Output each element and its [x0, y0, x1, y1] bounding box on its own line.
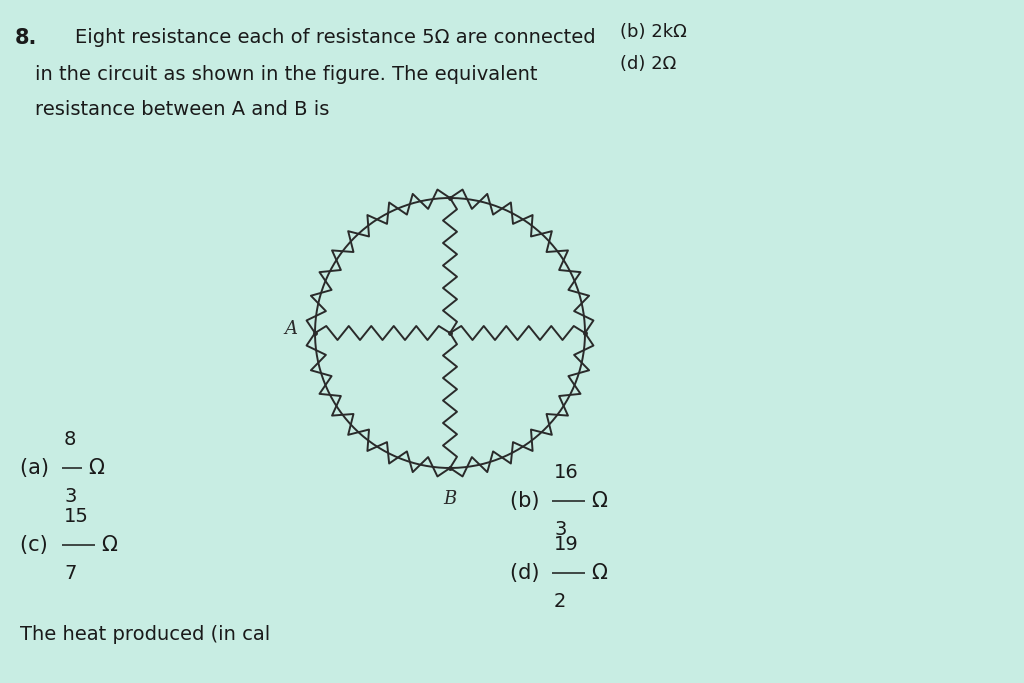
Text: Ω: Ω: [591, 563, 607, 583]
Text: 7: 7: [63, 564, 77, 583]
Text: 2: 2: [554, 592, 566, 611]
Text: A: A: [284, 320, 297, 338]
Text: (b): (b): [510, 491, 546, 511]
Text: 8: 8: [63, 430, 77, 449]
Text: 15: 15: [63, 507, 89, 526]
Text: Ω: Ω: [591, 491, 607, 511]
Text: (b) 2kΩ: (b) 2kΩ: [620, 23, 687, 41]
Text: 19: 19: [554, 535, 579, 554]
Text: 3: 3: [63, 487, 77, 506]
Text: 8.: 8.: [15, 28, 37, 48]
Text: (d): (d): [510, 563, 546, 583]
Text: 16: 16: [554, 463, 579, 482]
Text: B: B: [443, 490, 457, 508]
Text: Ω: Ω: [88, 458, 103, 478]
Text: Eight resistance each of resistance 5Ω are connected: Eight resistance each of resistance 5Ω a…: [75, 28, 596, 47]
Text: resistance between A and B is: resistance between A and B is: [35, 100, 330, 119]
Text: The heat produced (in cal: The heat produced (in cal: [20, 625, 270, 644]
Text: (a): (a): [20, 458, 55, 478]
Text: in the circuit as shown in the figure. The equivalent: in the circuit as shown in the figure. T…: [35, 65, 538, 84]
Text: (d) 2Ω: (d) 2Ω: [620, 55, 676, 73]
Text: (c): (c): [20, 535, 54, 555]
Text: 3: 3: [554, 520, 566, 539]
Text: Ω: Ω: [101, 535, 117, 555]
